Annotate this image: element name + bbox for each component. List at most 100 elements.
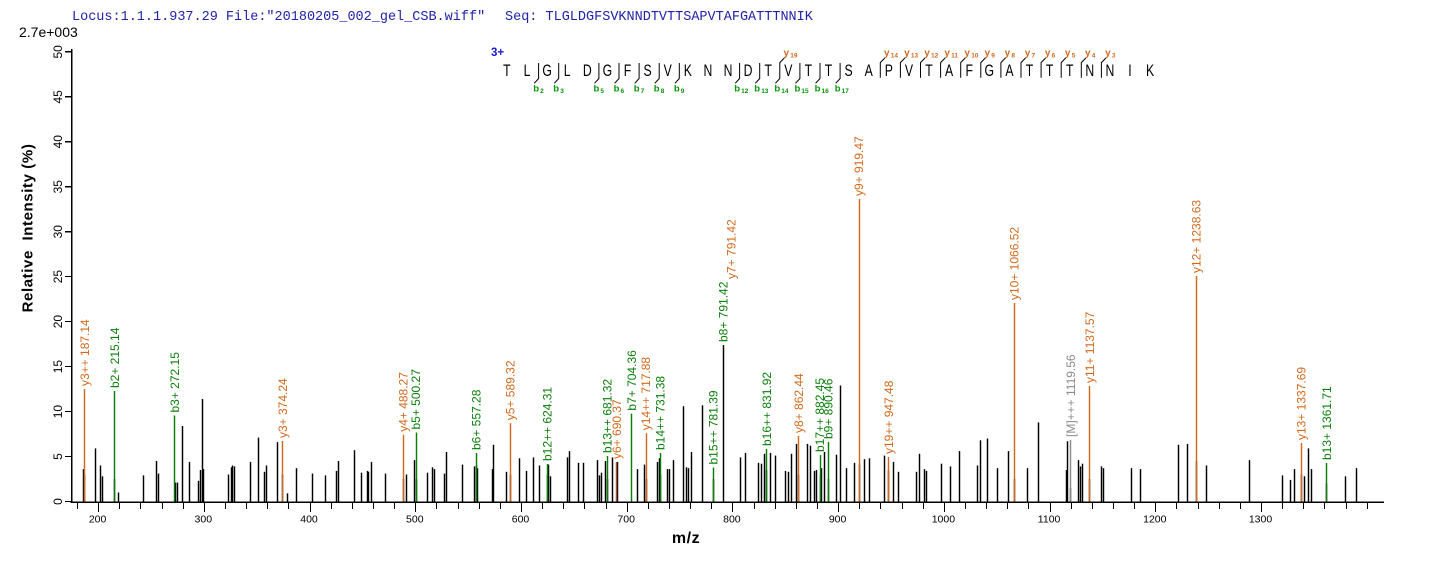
svg-text:14: 14 <box>891 53 899 60</box>
svg-text:8: 8 <box>661 88 665 95</box>
svg-text:T: T <box>1046 62 1053 80</box>
svg-text:L: L <box>524 62 531 80</box>
svg-text:b: b <box>835 84 841 95</box>
svg-text:b: b <box>654 84 660 95</box>
svg-text:F: F <box>624 62 631 80</box>
svg-text:A: A <box>865 62 873 80</box>
svg-text:9: 9 <box>681 88 685 95</box>
svg-text:b: b <box>754 84 760 95</box>
svg-text:5: 5 <box>1072 53 1076 60</box>
svg-text:N: N <box>703 62 712 80</box>
svg-text:b7+ 704.36: b7+ 704.36 <box>625 350 639 411</box>
svg-text:y: y <box>904 48 910 59</box>
svg-text:F: F <box>965 62 972 80</box>
svg-text:7: 7 <box>641 88 645 95</box>
svg-text:10: 10 <box>51 405 65 419</box>
svg-text:200: 200 <box>89 513 107 525</box>
svg-text:y: y <box>944 48 950 59</box>
svg-text:y: y <box>884 48 890 59</box>
svg-text:G: G <box>603 62 613 80</box>
svg-text:40: 40 <box>51 135 65 149</box>
svg-text:b13+ 1361.71: b13+ 1361.71 <box>1320 386 1334 460</box>
svg-text:y: y <box>784 48 790 59</box>
svg-text:3: 3 <box>560 88 564 95</box>
svg-text:y9+ 919.47: y9+ 919.47 <box>852 136 866 196</box>
svg-text:10: 10 <box>971 53 979 60</box>
svg-text:500: 500 <box>406 513 424 525</box>
svg-text:y7+ 791.42: y7+ 791.42 <box>725 219 739 279</box>
svg-text:V: V <box>905 62 913 80</box>
svg-text:G: G <box>542 62 552 80</box>
svg-text:b15++ 781.39: b15++ 781.39 <box>706 390 720 464</box>
svg-text:T: T <box>1066 62 1073 80</box>
svg-text:y5+ 589.32: y5+ 589.32 <box>503 360 517 420</box>
svg-text:T: T <box>503 62 510 80</box>
svg-text:y: y <box>1065 48 1071 59</box>
svg-text:Seq: TLGLDGFSVKNNDTVTTSAPVTAFG: Seq: TLGLDGFSVKNNDTVTTSAPVTAFGATTTNNIK <box>505 10 814 25</box>
svg-text:15: 15 <box>801 88 809 95</box>
svg-text:y: y <box>1025 48 1031 59</box>
svg-text:b: b <box>533 84 539 95</box>
svg-text:P: P <box>885 62 893 80</box>
svg-text:b: b <box>674 84 680 95</box>
svg-text:13: 13 <box>761 88 769 95</box>
svg-text:A: A <box>1005 62 1013 80</box>
svg-text:S: S <box>644 62 652 80</box>
svg-text:7: 7 <box>1032 53 1036 60</box>
svg-text:800: 800 <box>723 513 741 525</box>
svg-text:b2+ 215.14: b2+ 215.14 <box>108 327 122 388</box>
svg-text:[M]+++ 1119.56: [M]+++ 1119.56 <box>1064 354 1078 437</box>
svg-text:1000: 1000 <box>932 513 956 525</box>
svg-text:b17++ 882.45: b17++ 882.45 <box>813 378 827 452</box>
svg-text:N: N <box>724 62 733 80</box>
svg-text:y: y <box>964 48 970 59</box>
svg-text:m/z: m/z <box>672 530 700 547</box>
svg-text:b6+ 557.28: b6+ 557.28 <box>469 389 483 450</box>
svg-text:700: 700 <box>617 513 635 525</box>
svg-text:y19++ 947.48: y19++ 947.48 <box>882 380 896 454</box>
svg-text:b: b <box>794 84 800 95</box>
svg-text:12: 12 <box>931 53 939 60</box>
svg-text:y10+ 1066.52: y10+ 1066.52 <box>1008 227 1022 300</box>
svg-text:A: A <box>945 62 953 80</box>
svg-text:b: b <box>734 84 740 95</box>
svg-text:S: S <box>845 62 853 80</box>
svg-text:y11+ 1137.57: y11+ 1137.57 <box>1083 311 1097 383</box>
svg-text:y12+ 1238.63: y12+ 1238.63 <box>1190 200 1204 273</box>
svg-text:30: 30 <box>51 225 65 239</box>
svg-text:b: b <box>815 84 821 95</box>
svg-text:20: 20 <box>51 315 65 329</box>
svg-text:b: b <box>593 84 599 95</box>
svg-text:b: b <box>614 84 620 95</box>
svg-text:K: K <box>1146 62 1154 80</box>
svg-text:45: 45 <box>51 90 65 104</box>
svg-text:2: 2 <box>540 88 544 95</box>
svg-text:b: b <box>774 84 780 95</box>
svg-text:300: 300 <box>195 513 213 525</box>
svg-text:6: 6 <box>1052 53 1056 60</box>
svg-text:Locus:1.1.1.937.29 File:"20180: Locus:1.1.1.937.29 File:"20180205_002_ge… <box>72 10 485 25</box>
svg-text:T: T <box>925 62 932 80</box>
svg-text:35: 35 <box>51 180 65 194</box>
svg-text:16: 16 <box>822 88 830 95</box>
svg-text:19: 19 <box>790 53 798 60</box>
svg-text:5: 5 <box>51 453 65 460</box>
svg-text:y: y <box>1005 48 1011 59</box>
svg-text:0: 0 <box>51 498 65 505</box>
svg-text:b13++ 681.32: b13++ 681.32 <box>601 379 615 453</box>
svg-text:T: T <box>1026 62 1033 80</box>
svg-text:8: 8 <box>1011 53 1015 60</box>
svg-text:T: T <box>764 62 771 80</box>
svg-text:K: K <box>684 62 692 80</box>
svg-text:9: 9 <box>991 53 995 60</box>
svg-text:b: b <box>553 84 559 95</box>
svg-text:y: y <box>1085 48 1091 59</box>
svg-text:1200: 1200 <box>1143 513 1167 525</box>
svg-text:2.7e+003: 2.7e+003 <box>19 24 78 40</box>
svg-text:900: 900 <box>829 513 847 525</box>
svg-text:N: N <box>1105 62 1114 80</box>
svg-text:b9+ 890.46: b9+ 890.46 <box>822 378 836 439</box>
svg-text:Relative Intensity (%): Relative Intensity (%) <box>20 144 37 313</box>
svg-text:14: 14 <box>781 88 789 95</box>
svg-text:600: 600 <box>512 513 530 525</box>
